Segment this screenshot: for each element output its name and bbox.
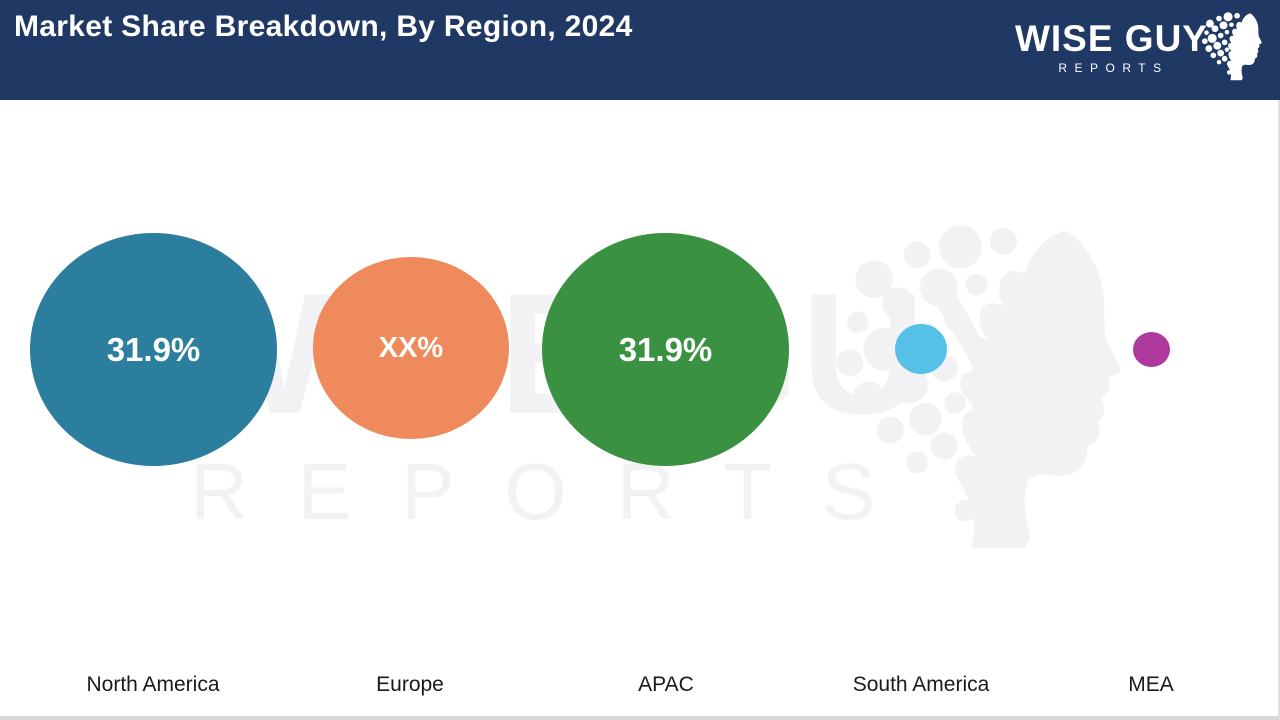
bubble-south-america [895, 324, 947, 374]
bubble-value-europe: XX% [378, 331, 444, 364]
bubble-north-america: 31.9% [30, 233, 277, 466]
logo-tagline: REPORTS [1058, 60, 1169, 75]
logo-text: WISE GUY REPORTS [1014, 18, 1208, 75]
bubble-mea [1133, 332, 1170, 367]
wise-guy-logo: WISE GUY REPORTS [1015, 4, 1270, 92]
chart-area: WISE GUY REPORTS 31.9% XX% 31.9% North A… [0, 100, 1280, 720]
bubble-value-north-america: 31.9% [106, 330, 201, 368]
watermark-logo-tagline: REPORTS [190, 447, 926, 536]
header-bar: Market Share Breakdown, By Region, 2024 … [0, 0, 1280, 100]
category-label-europe: Europe [376, 673, 444, 696]
page-title: Market Share Breakdown, By Region, 2024 [14, 10, 633, 43]
watermark-dotted-head-icon [822, 220, 1174, 570]
bubble-value-apac: 31.9% [618, 330, 713, 368]
bubble-apac: 31.9% [542, 233, 789, 466]
bubble-europe: XX% [313, 257, 509, 439]
category-label-south-america: South America [852, 673, 990, 696]
category-label-apac: APAC [638, 673, 694, 696]
logo-name: WISE GUY [1014, 18, 1208, 59]
category-label-mea: MEA [1128, 673, 1174, 696]
dotted-head-icon [1202, 4, 1270, 92]
category-label-north-america: North America [86, 673, 220, 696]
